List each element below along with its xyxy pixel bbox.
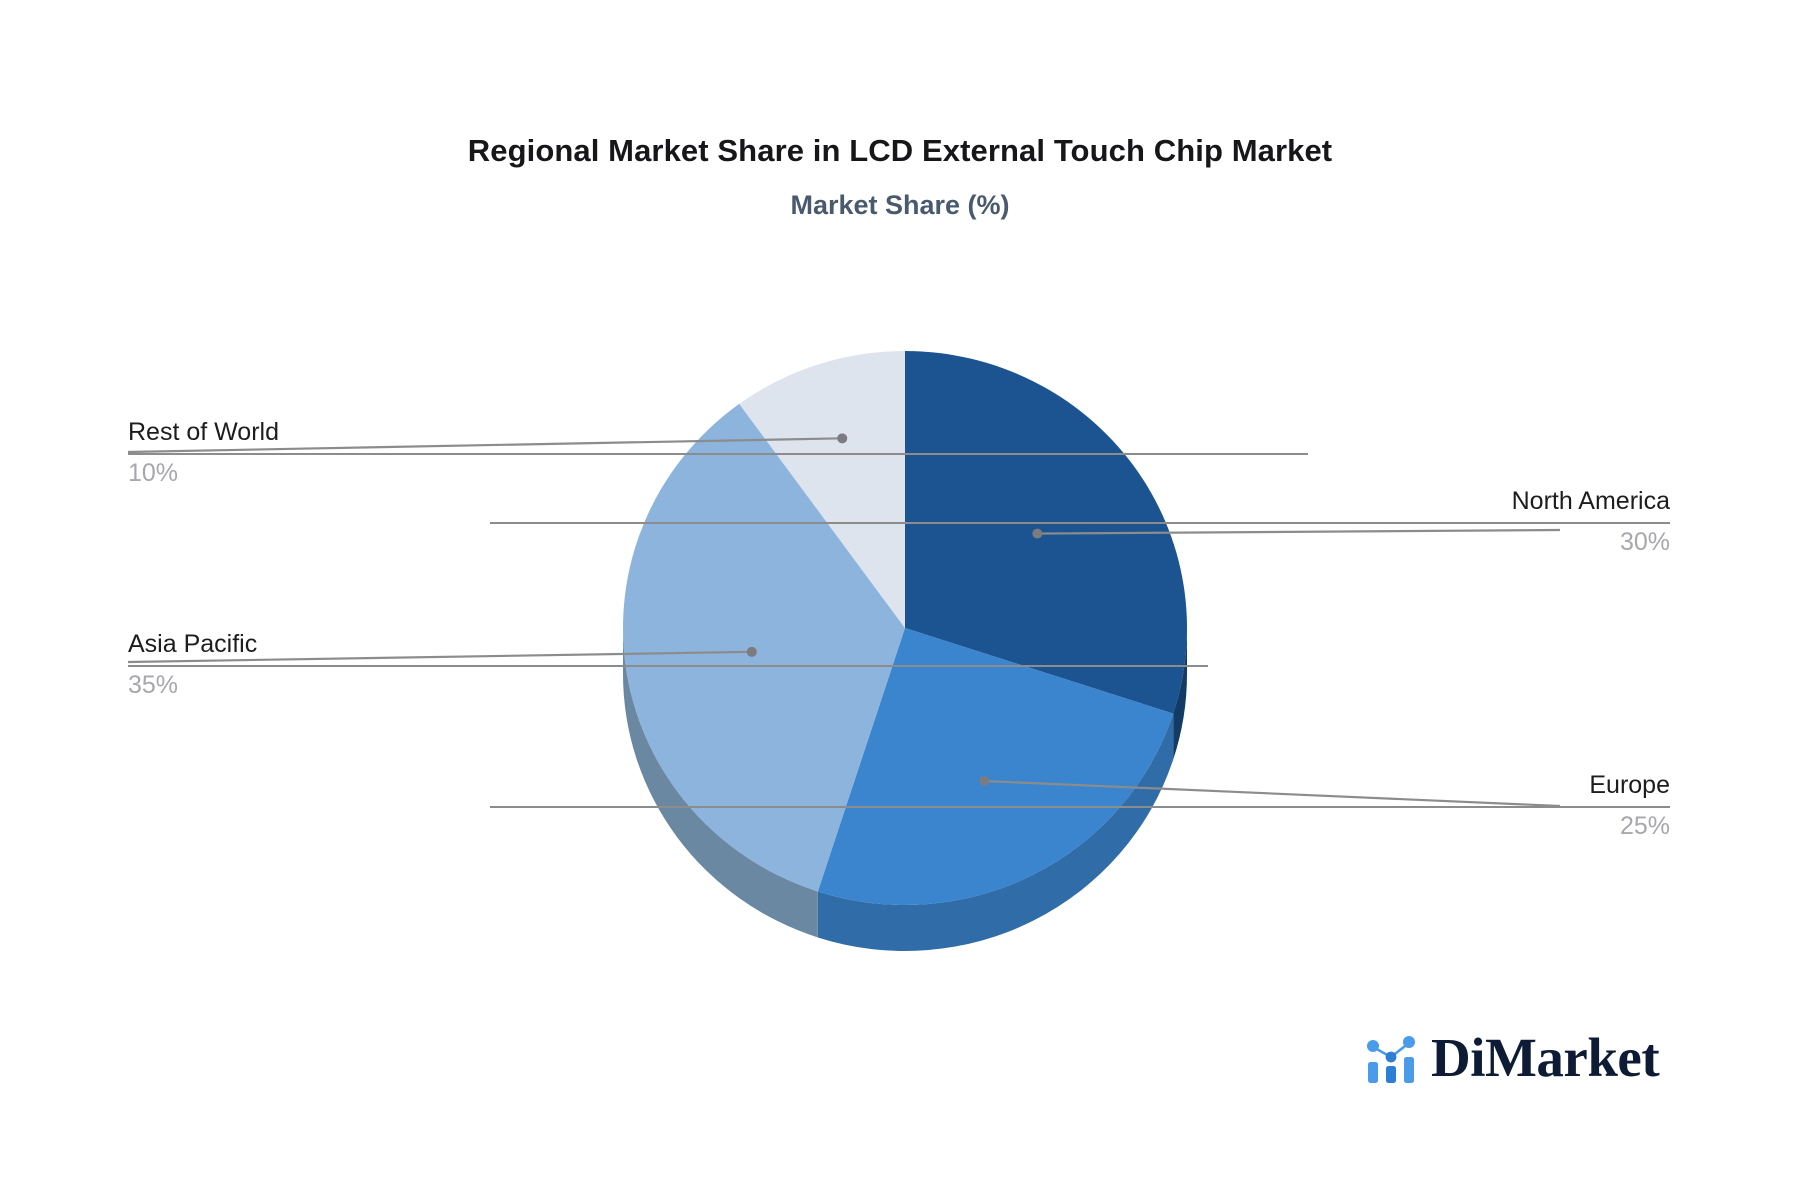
callout-value: 10% xyxy=(128,458,179,487)
pie-slices xyxy=(622,351,1188,905)
callout-label: Asia Pacific xyxy=(128,630,258,658)
callout-europe: Europe 25% xyxy=(490,771,1670,841)
callout-rule xyxy=(490,521,1670,524)
leader-lines xyxy=(127,433,1561,808)
chart-subtitle: Market Share (%) xyxy=(790,190,1010,220)
callout-asia-pacific: Asia Pacific 35% xyxy=(128,630,1208,700)
callout-label: North America xyxy=(1511,487,1670,515)
logo-wordmark: DiMarket xyxy=(1431,1027,1660,1089)
chart-title: Regional Market Share in LCD External To… xyxy=(467,133,1333,168)
callout-value: 25% xyxy=(1619,811,1670,840)
callout-rule xyxy=(490,805,1670,808)
callout-value: 30% xyxy=(1619,527,1670,556)
callout-north-america: North America 30% xyxy=(490,487,1670,557)
pie-3d-sides xyxy=(623,628,1187,951)
callout-rule xyxy=(128,452,1308,455)
callout-rest-of-world: Rest of World 10% xyxy=(128,418,1308,488)
dimarket-logo: DiMarket xyxy=(1365,1027,1660,1089)
callout-label: Rest of World xyxy=(128,418,279,446)
callout-label: Europe xyxy=(1589,771,1670,799)
bar-chart-icon xyxy=(1365,1032,1417,1084)
callout-value: 35% xyxy=(128,670,179,699)
callout-rule xyxy=(128,664,1208,667)
